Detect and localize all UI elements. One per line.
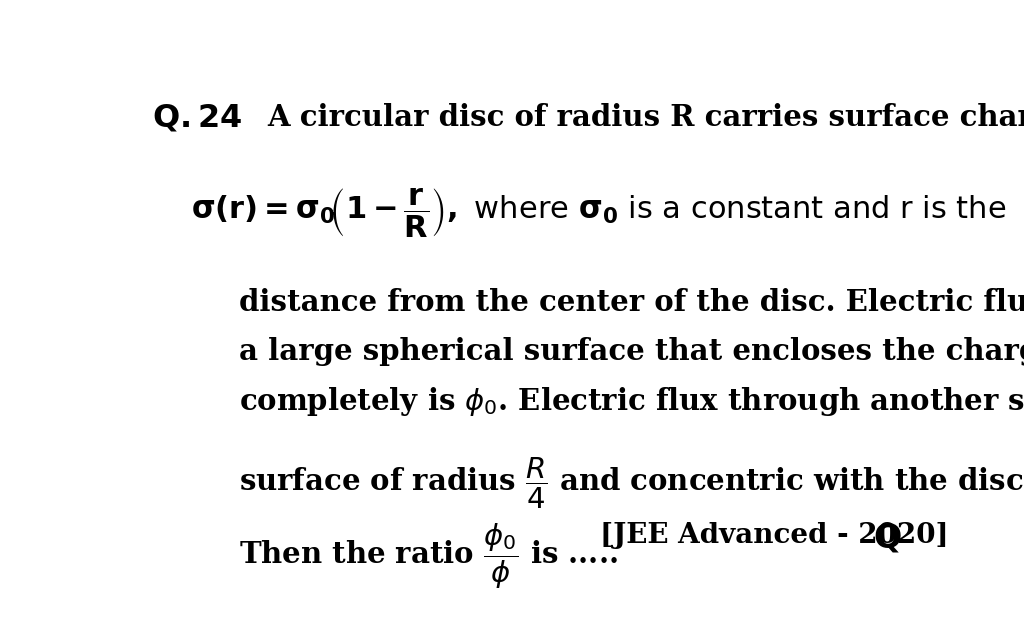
Text: [JEE Advanced - 2020]: [JEE Advanced - 2020]	[600, 522, 949, 549]
Text: $\mathbf{\sigma(r) = \sigma_0\!\left(1-\dfrac{r}{R}\right)}$$\mathbf{,\ \text{wh: $\mathbf{\sigma(r) = \sigma_0\!\left(1-\…	[191, 185, 1007, 239]
Text: $\mathbf{Q.24}$: $\mathbf{Q.24}$	[152, 103, 243, 134]
Text: $\mathbf{Q}$: $\mathbf{Q}$	[873, 522, 902, 555]
Text: surface of radius $\dfrac{R}{4}$ and concentric with the disc is $\phi$.: surface of radius $\dfrac{R}{4}$ and con…	[240, 456, 1024, 511]
Text: Then the ratio $\dfrac{\phi_0}{\phi}$ is .....: Then the ratio $\dfrac{\phi_0}{\phi}$ is…	[240, 522, 618, 591]
Text: a large spherical surface that encloses the charged disc: a large spherical surface that encloses …	[240, 337, 1024, 366]
Text: distance from the center of the disc. Electric flux through: distance from the center of the disc. El…	[240, 288, 1024, 317]
Text: A circular disc of radius R carries surface charge density: A circular disc of radius R carries surf…	[267, 103, 1024, 132]
Text: completely is $\phi_0$. Electric flux through another spherical: completely is $\phi_0$. Electric flux th…	[240, 385, 1024, 418]
